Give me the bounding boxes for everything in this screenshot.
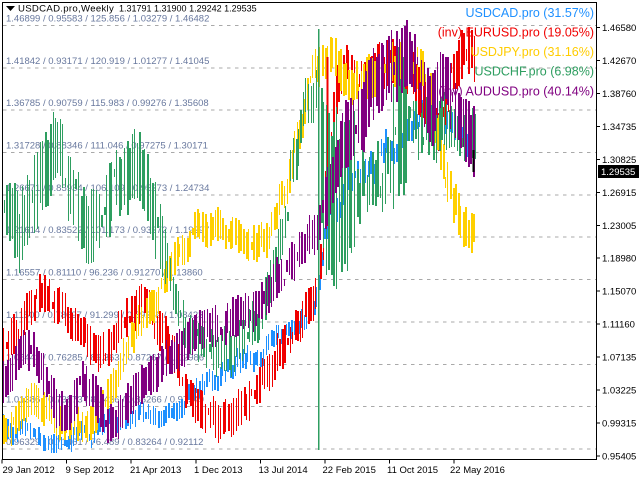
svg-text:0.96329 / 0.71461 / 76.489 / 0: 0.96329 / 0.71461 / 76.489 / 0.83264 / 0…: [6, 437, 203, 448]
svg-text:13 Jul 2014: 13 Jul 2014: [259, 465, 308, 476]
svg-text:21 Apr 2013: 21 Apr 2013: [130, 465, 181, 476]
svg-text:1.30825: 1.30825: [602, 155, 636, 166]
svg-text:1.41842 / 0.93171 / 120.919 /: 1.41842 / 0.93171 / 120.919 / 1.01277 / …: [6, 56, 209, 67]
svg-text:1 Dec 2013: 1 Dec 2013: [194, 465, 243, 476]
svg-text:22 May 2016: 22 May 2016: [450, 465, 505, 476]
svg-text:USDJPY.pro (31.16%): USDJPY.pro (31.16%): [471, 45, 594, 59]
svg-text:1.03225: 1.03225: [602, 386, 636, 397]
svg-text:USDCHF.pro (6.98%): USDCHF.pro (6.98%): [475, 65, 594, 79]
svg-text:1.11500 / 0.78697 / 91.299 / 0: 1.11500 / 0.78697 / 91.299 / 0.89269 / 1…: [6, 310, 203, 321]
svg-text:1.26671 / 0.85934 / 106.109 /: 1.26671 / 0.85934 / 106.109 / 0.95273 / …: [6, 183, 209, 194]
svg-text:11 Oct 2015: 11 Oct 2015: [387, 465, 438, 476]
svg-text:1.16557 / 0.81110 / 96.236 / 0: 1.16557 / 0.81110 / 96.236 / 0.91270 / 1…: [6, 268, 203, 279]
svg-text:USDCAD.pro (31.57%): USDCAD.pro (31.57%): [465, 6, 594, 20]
svg-text:USDCAD.pro,Weekly: USDCAD.pro,Weekly: [18, 4, 114, 15]
svg-text:1.38760: 1.38760: [602, 89, 636, 100]
svg-text:1.31791 1.31900 1.29242 1.2953: 1.31791 1.31900 1.29242 1.29535: [119, 4, 257, 14]
svg-text:1.34735: 1.34735: [602, 122, 636, 133]
svg-text:1.46580: 1.46580: [602, 23, 636, 34]
svg-text:1.21614 / 0.83522 / 101.173 /: 1.21614 / 0.83522 / 101.173 / 0.93272 / …: [6, 225, 209, 236]
svg-text:1.42670: 1.42670: [602, 56, 636, 67]
svg-text:1.36785 / 0.90759 / 115.983 /: 1.36785 / 0.90759 / 115.983 / 0.99276 / …: [6, 98, 209, 109]
svg-text:1.29535: 1.29535: [601, 167, 635, 178]
svg-text:1.07135: 1.07135: [602, 353, 636, 364]
svg-text:(inv) EURUSD.pro (19.05%): (inv) EURUSD.pro (19.05%): [438, 26, 594, 40]
svg-text:29 Jan 2012: 29 Jan 2012: [3, 465, 55, 476]
svg-text:1.26915: 1.26915: [602, 188, 636, 199]
svg-text:1.15070: 1.15070: [602, 287, 636, 298]
svg-text:1.46899 / 0.95583 / 125.856 /: 1.46899 / 0.95583 / 125.856 / 1.03279 / …: [6, 14, 209, 25]
svg-text:1.11160: 1.11160: [602, 320, 635, 331]
svg-text:1.18980: 1.18980: [602, 254, 636, 265]
svg-text:1.31728 / 0.88346 / 111.046 /: 1.31728 / 0.88346 / 111.046 / 0.97275 / …: [6, 141, 208, 152]
svg-text:9 Sep 2012: 9 Sep 2012: [66, 465, 115, 476]
svg-text:22 Feb 2015: 22 Feb 2015: [323, 465, 376, 476]
svg-text:0.95405: 0.95405: [602, 452, 636, 463]
svg-text:0.99315: 0.99315: [602, 419, 636, 430]
svg-text:(inv) AUDUSD.pro (40.14%): (inv) AUDUSD.pro (40.14%): [438, 85, 594, 99]
svg-text:1.23005: 1.23005: [602, 221, 636, 232]
